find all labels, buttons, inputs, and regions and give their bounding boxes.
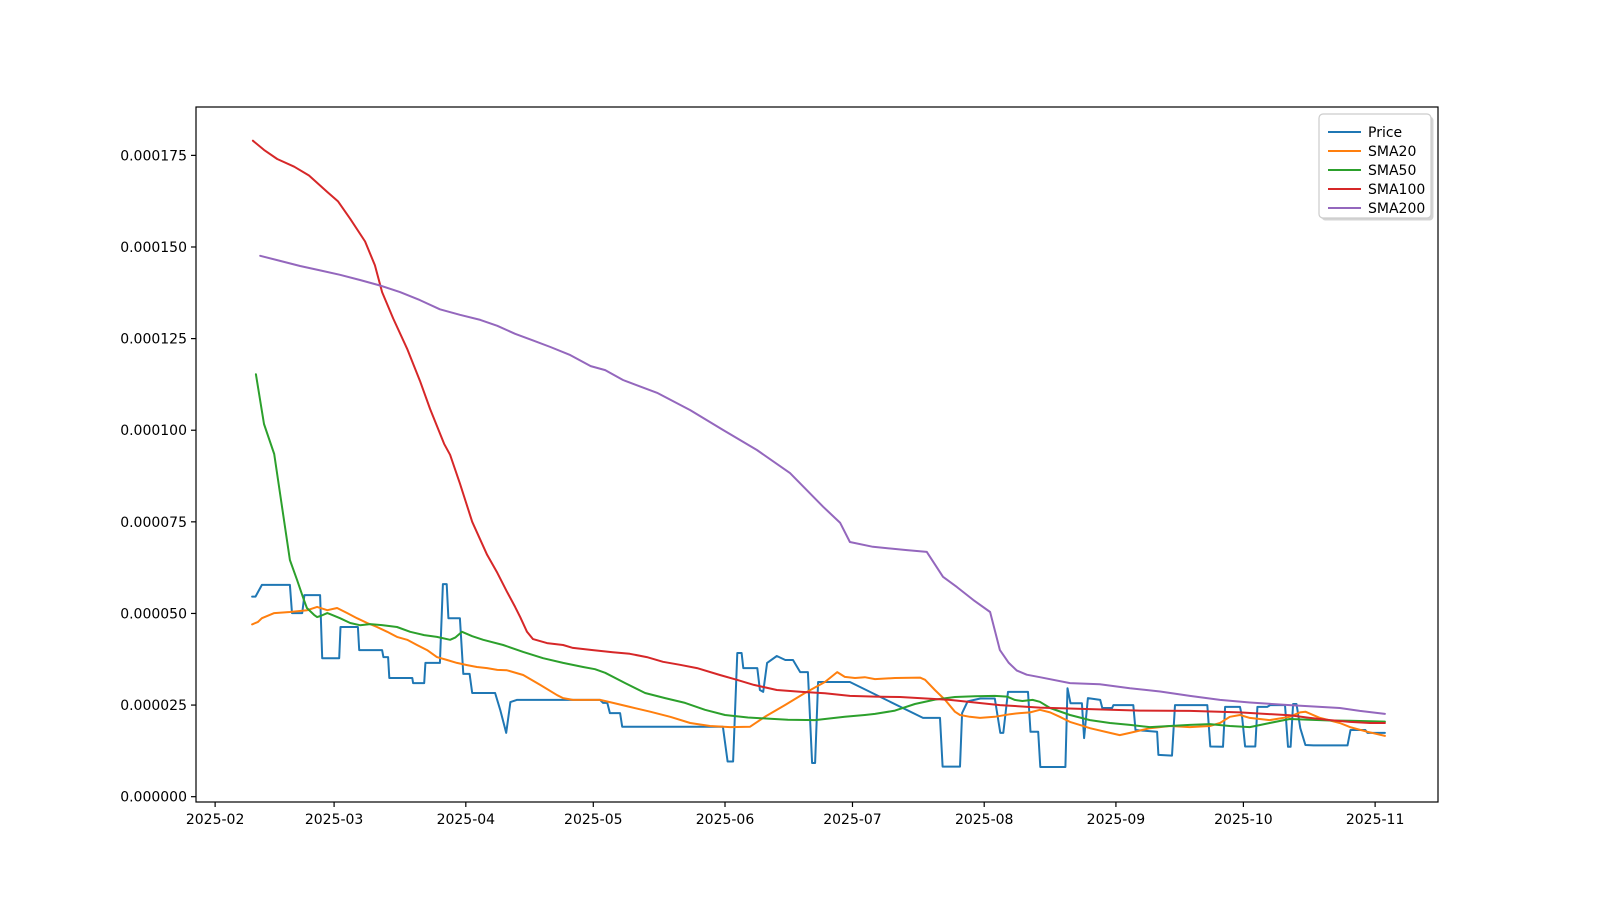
- series-line-sma200: [259, 254, 1386, 715]
- y-tick-label: 0.000125: [120, 332, 187, 348]
- legend-item-sma20: SMA20: [1328, 144, 1416, 160]
- x-tick-label: 2025-11: [1346, 812, 1405, 828]
- y-tick-label: 0.000000: [120, 790, 187, 806]
- series-line-sma20: [251, 605, 1386, 737]
- legend-item-price: Price: [1328, 125, 1402, 141]
- legend: Price SMA20 SMA50 SMA100 SMA200: [1318, 113, 1434, 221]
- legend-item-sma100: SMA100: [1328, 182, 1425, 198]
- x-tick-label: 2025-09: [1087, 812, 1146, 828]
- x-tick-label: 2025-04: [437, 812, 496, 828]
- series-line-sma100: [251, 139, 1386, 724]
- series-line-price: [251, 583, 1386, 768]
- legend-label: SMA100: [1368, 182, 1425, 198]
- x-tick-label: 2025-05: [564, 812, 623, 828]
- series-line-sma50: [254, 373, 1386, 729]
- y-tick-label: 0.000175: [120, 148, 187, 164]
- x-tick-label: 2025-02: [186, 812, 245, 828]
- y-tick-label: 0.000050: [120, 606, 187, 622]
- x-tick-label: 2025-03: [305, 812, 364, 828]
- legend-label: SMA200: [1368, 201, 1425, 217]
- legend-item-sma50: SMA50: [1328, 163, 1416, 179]
- legend-label: Price: [1368, 125, 1402, 141]
- legend-label: SMA20: [1368, 144, 1416, 160]
- x-tick-label: 2025-06: [696, 812, 755, 828]
- legend-item-sma200: SMA200: [1328, 201, 1425, 217]
- y-tick-label: 0.000100: [120, 423, 187, 439]
- legend-label: SMA50: [1368, 163, 1416, 179]
- y-tick-label: 0.000075: [120, 515, 187, 531]
- x-tick-label: 2025-08: [955, 812, 1014, 828]
- legend-box: [1318, 113, 1432, 219]
- y-tick-label: 0.000150: [120, 240, 187, 256]
- y-tick-label: 0.000025: [120, 698, 187, 714]
- x-tick-label: 2025-07: [823, 812, 882, 828]
- x-tick-label: 2025-10: [1214, 812, 1273, 828]
